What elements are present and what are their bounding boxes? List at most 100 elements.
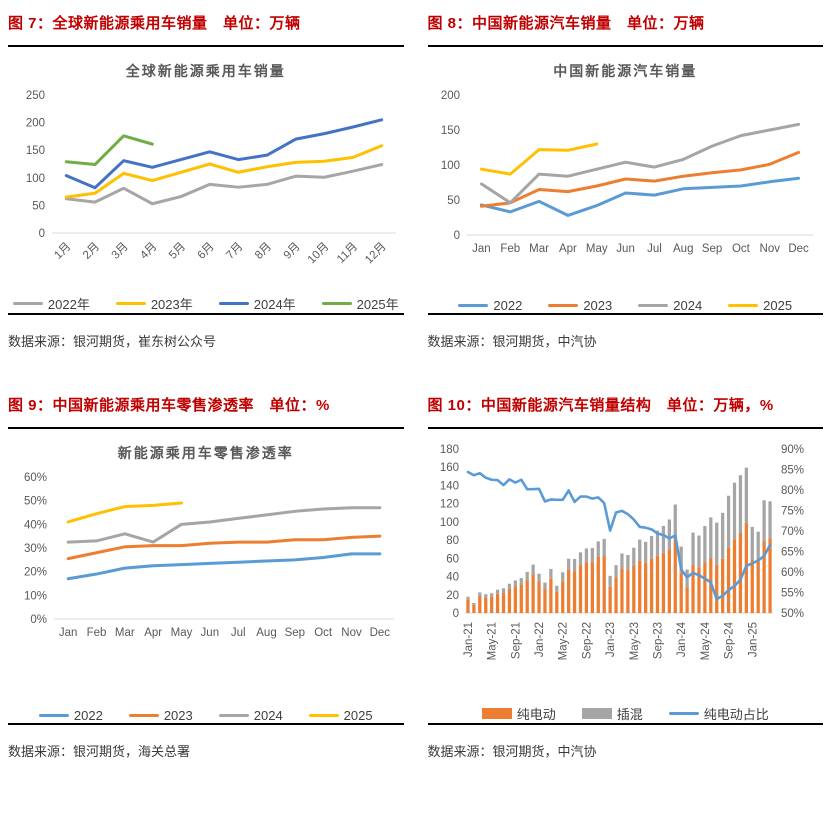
figure8-line-chart: 0 50 100 150 200 Jan Feb Mar Apr May Jun Jul Aug Sep O… <box>441 90 814 255</box>
legend-item: 2023 <box>128 708 193 723</box>
legend-item: 2023 <box>548 298 612 313</box>
figure10-source: 数据来源：银河期货，中汽协 <box>427 744 597 759</box>
figure10-chart-area: 0 20 40 60 80 100 120 140 160 180 50% 55% 60% 65% 70% 7… <box>428 429 824 723</box>
svg-text:60: 60 <box>446 553 459 565</box>
legend-line-swatch <box>321 301 352 306</box>
legend-item: 插混 <box>581 704 643 723</box>
figure9-source: 数据来源：银河期货，海关总署 <box>8 744 191 759</box>
figure10-legend: 纯电动 插混 纯电动占比 <box>481 704 769 723</box>
figure8-bottom-divider <box>427 313 823 315</box>
svg-text:100: 100 <box>26 173 45 185</box>
legend-item: 2025年 <box>321 294 399 313</box>
figure8-top-divider <box>427 45 823 47</box>
legend-line-swatch <box>728 303 759 308</box>
svg-text:Sep-24: Sep-24 <box>724 621 736 659</box>
figure7-heading: 图 7：全球新能源乘用车销量 单位：万辆 <box>8 15 301 32</box>
svg-text:10月: 10月 <box>306 241 332 267</box>
svg-text:May-23: May-23 <box>629 622 641 660</box>
svg-text:Oct: Oct <box>314 627 333 639</box>
figure-grid: 图 7：全球新能源乘用车销量 单位：万辆 全球新能源乘用车销量 0 50 100 15… <box>8 6 823 760</box>
legend-label: 2024年 <box>253 297 296 312</box>
legend-bar-swatch <box>481 708 512 719</box>
figure10-combo-chart: 0 20 40 60 80 100 120 140 160 180 50% 55% 60% 65% 70% 7… <box>440 444 804 660</box>
figure10-heading: 图 10：中国新能源汽车销量结构 单位：万辆，% <box>427 397 774 414</box>
svg-text:250: 250 <box>26 90 45 102</box>
figure9-panel: 图 9：中国新能源乘用车零售渗透率 单位：% 新能源乘用车零售渗透率 0% 10%… <box>8 388 404 760</box>
legend-item: 2024 <box>218 708 283 723</box>
figure9-bottom-divider <box>8 723 404 725</box>
svg-text:May-22: May-22 <box>558 622 570 660</box>
svg-text:3月: 3月 <box>109 241 130 262</box>
svg-text:0: 0 <box>38 228 44 240</box>
legend-line-swatch <box>115 301 146 306</box>
svg-text:Sep: Sep <box>284 627 304 639</box>
figure8-heading: 图 8：中国新能源汽车销量 单位：万辆 <box>427 15 705 32</box>
svg-text:Mar: Mar <box>529 243 549 255</box>
legend-label: 2022 <box>73 708 103 723</box>
svg-text:Feb: Feb <box>501 243 521 255</box>
legend-line-swatch <box>218 301 249 306</box>
svg-text:Dec: Dec <box>789 243 810 255</box>
svg-text:Jan: Jan <box>59 627 78 639</box>
svg-text:Jul: Jul <box>231 627 246 639</box>
svg-text:150: 150 <box>441 125 460 137</box>
figure10-top-divider <box>427 427 823 429</box>
svg-text:Sep-22: Sep-22 <box>582 622 594 659</box>
figure10-bottom-divider <box>427 723 823 725</box>
svg-text:Apr: Apr <box>144 627 162 639</box>
svg-text:Jul: Jul <box>647 243 662 255</box>
svg-text:85%: 85% <box>781 465 804 477</box>
figure9-chart-title: 新能源乘用车零售渗透率 <box>117 445 294 461</box>
svg-text:180: 180 <box>440 444 459 456</box>
svg-text:Aug: Aug <box>256 627 276 639</box>
legend-line-swatch <box>668 711 699 716</box>
svg-text:0: 0 <box>454 230 460 242</box>
svg-text:20%: 20% <box>24 567 47 579</box>
legend-item: 2022 <box>458 298 522 313</box>
figure8-source: 数据来源：银河期货，中汽协 <box>427 334 597 349</box>
svg-text:Apr: Apr <box>559 243 577 255</box>
figure7-chart-area: 全球新能源乘用车销量 0 50 100 150 200 250 1月 2月 3月 4月 5月 6月 7月… <box>8 47 404 313</box>
svg-text:120: 120 <box>440 499 459 511</box>
svg-text:60%: 60% <box>781 567 804 579</box>
svg-text:0: 0 <box>453 608 459 620</box>
svg-text:12月: 12月 <box>363 241 389 267</box>
legend-item: 2023年 <box>115 294 193 313</box>
legend-label: 2024 <box>253 708 283 723</box>
figure9-top-divider <box>8 427 404 429</box>
svg-text:11月: 11月 <box>335 241 360 266</box>
legend-item: 2022 <box>38 708 103 723</box>
legend-label: 2025 <box>343 708 373 723</box>
svg-text:40: 40 <box>446 572 459 584</box>
figure8-chart-area: 中国新能源汽车销量 0 50 100 150 200 Jan Feb Mar Apr May Jun… <box>428 47 824 313</box>
legend-item: 2025 <box>728 298 792 313</box>
svg-text:Mar: Mar <box>115 627 135 639</box>
svg-text:May: May <box>586 243 608 255</box>
legend-item: 2022年 <box>12 294 90 313</box>
svg-text:2月: 2月 <box>81 241 102 262</box>
svg-text:50%: 50% <box>24 496 47 508</box>
svg-text:Nov: Nov <box>760 243 781 255</box>
svg-text:1月: 1月 <box>52 241 73 262</box>
svg-text:50: 50 <box>32 200 45 212</box>
svg-text:Oct: Oct <box>732 243 751 255</box>
svg-text:30%: 30% <box>24 543 47 555</box>
svg-text:200: 200 <box>26 118 45 130</box>
svg-text:Jan-25: Jan-25 <box>748 622 760 657</box>
legend-label: 2024 <box>673 298 703 313</box>
svg-text:50: 50 <box>447 195 460 207</box>
legend-bar-swatch <box>581 708 612 719</box>
svg-text:May-21: May-21 <box>487 622 499 660</box>
svg-text:140: 140 <box>440 480 459 492</box>
legend-label: 纯电动 <box>516 707 556 722</box>
svg-text:20: 20 <box>446 590 459 602</box>
svg-text:160: 160 <box>440 462 459 474</box>
svg-text:Jan-24: Jan-24 <box>676 621 688 657</box>
svg-text:Jan-22: Jan-22 <box>534 622 546 657</box>
legend-item: 2024年 <box>218 294 296 313</box>
svg-text:200: 200 <box>441 90 460 102</box>
svg-text:Aug: Aug <box>673 243 693 255</box>
svg-text:Jun: Jun <box>200 627 219 639</box>
svg-text:Dec: Dec <box>369 627 390 639</box>
svg-text:7月: 7月 <box>224 241 245 262</box>
